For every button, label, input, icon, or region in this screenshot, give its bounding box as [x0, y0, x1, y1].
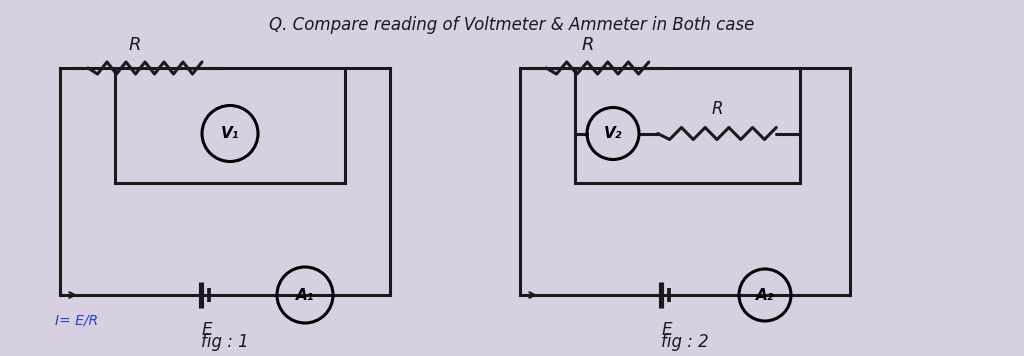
- Text: A₁: A₁: [296, 288, 314, 303]
- Text: Q. Compare reading of Voltmeter & Ammeter in Both case: Q. Compare reading of Voltmeter & Ammete…: [269, 16, 755, 34]
- Text: R: R: [582, 36, 594, 54]
- Text: fig : 2: fig : 2: [662, 333, 709, 351]
- Text: E: E: [662, 321, 672, 339]
- Text: V₁: V₁: [221, 126, 240, 141]
- Text: A₂: A₂: [756, 288, 774, 303]
- Text: R: R: [129, 36, 141, 54]
- Text: fig : 1: fig : 1: [201, 333, 249, 351]
- Text: E: E: [202, 321, 212, 339]
- Text: V₂: V₂: [604, 126, 623, 141]
- Text: R: R: [712, 99, 723, 117]
- Text: I= E/R: I= E/R: [55, 313, 98, 327]
